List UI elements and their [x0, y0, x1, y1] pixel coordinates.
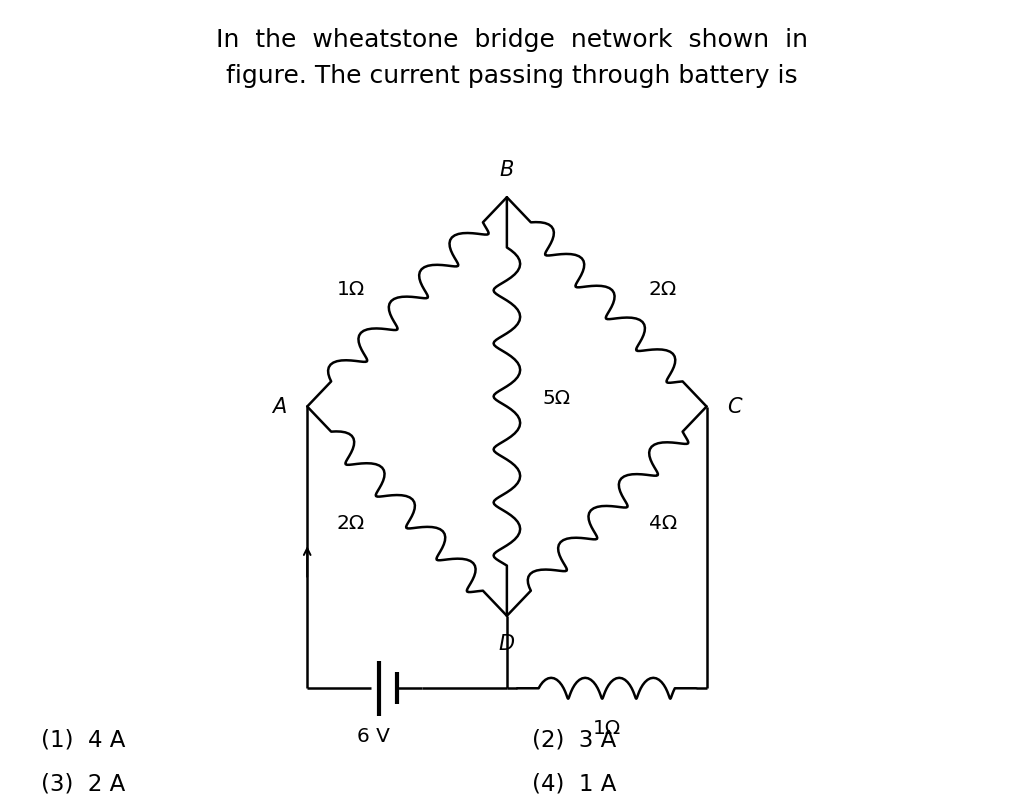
Text: (2)  3 A: (2) 3 A: [532, 729, 616, 752]
Text: 1Ω: 1Ω: [337, 280, 365, 299]
Text: 5Ω: 5Ω: [543, 389, 570, 408]
Text: 2Ω: 2Ω: [649, 280, 677, 299]
Text: figure. The current passing through battery is: figure. The current passing through batt…: [226, 64, 798, 89]
Text: B: B: [500, 159, 514, 180]
Text: C: C: [727, 397, 741, 416]
Text: (4)  1 A: (4) 1 A: [532, 773, 616, 796]
Text: In  the  wheatstone  bridge  network  shown  in: In the wheatstone bridge network shown i…: [216, 28, 808, 52]
Text: (3)  2 A: (3) 2 A: [41, 773, 125, 796]
Text: 2Ω: 2Ω: [337, 514, 365, 533]
Text: 6 V: 6 V: [357, 727, 390, 746]
Text: A: A: [272, 397, 287, 416]
Text: 1Ω: 1Ω: [593, 719, 621, 738]
Text: (1)  4 A: (1) 4 A: [41, 729, 125, 752]
Text: 4Ω: 4Ω: [649, 514, 677, 533]
Text: D: D: [499, 634, 515, 654]
